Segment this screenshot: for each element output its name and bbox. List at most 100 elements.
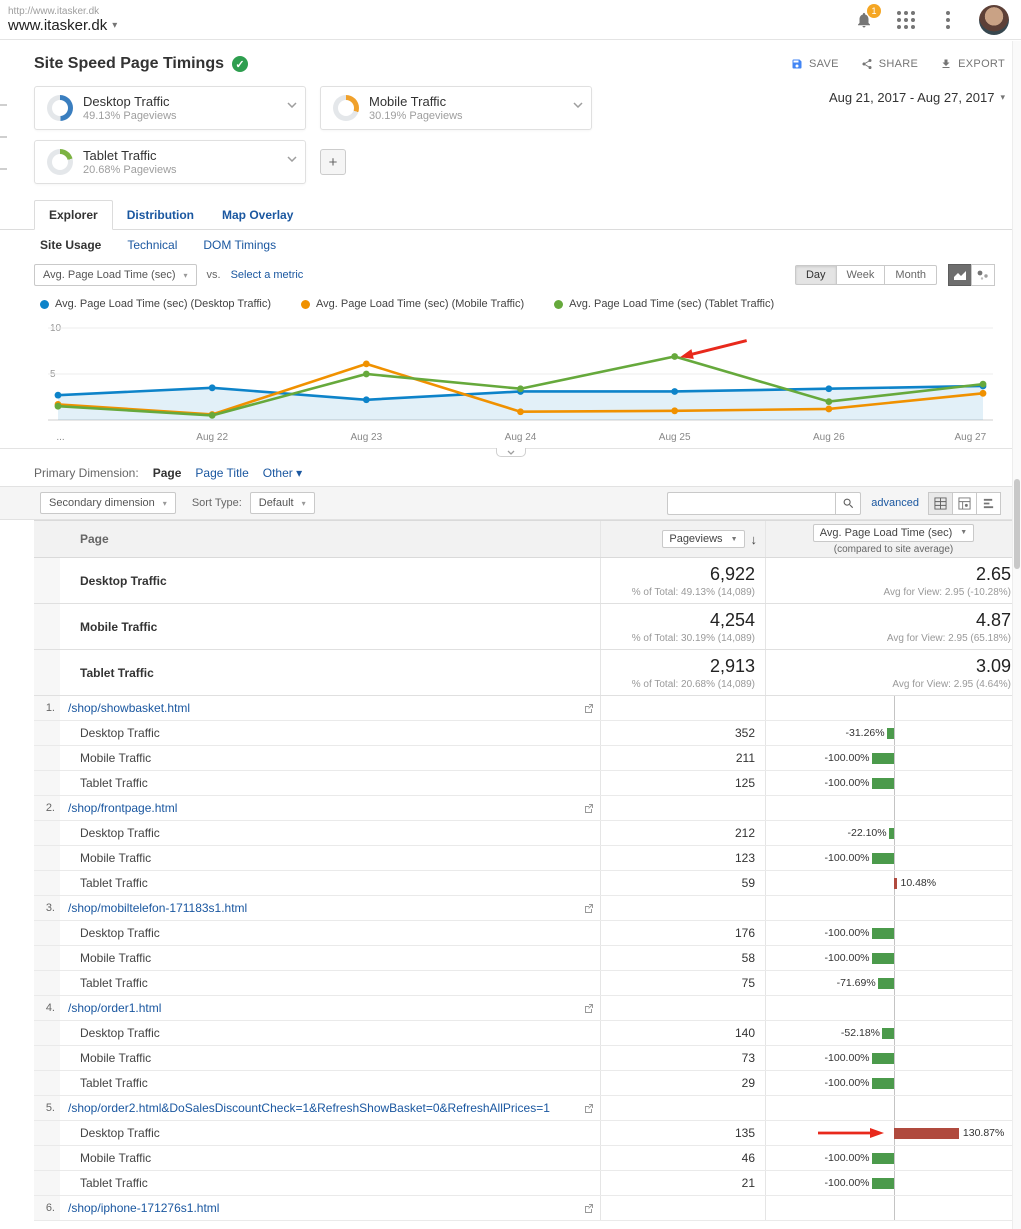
segment-sub-row: Mobile Traffic 73 -100.00% [34, 1046, 1021, 1071]
view-toggle-group [928, 491, 1001, 515]
granularity-day[interactable]: Day [794, 265, 837, 285]
chart-divider [0, 448, 1021, 458]
bar-axis [893, 696, 895, 720]
sort-type-label: Sort Type: [191, 497, 242, 509]
pageviews-column-select[interactable]: Pageviews ▼ [662, 530, 745, 548]
metric-select[interactable]: Avg. Page Load Time (sec) ▾ [34, 264, 197, 286]
page-link[interactable]: /shop/frontpage.html [68, 801, 178, 815]
segment-name: Mobile Traffic [369, 94, 447, 109]
search-button[interactable] [835, 491, 862, 515]
table-view-button[interactable] [928, 491, 953, 515]
pivot-view-icon [958, 496, 971, 510]
negative-bar [877, 977, 894, 989]
column-header-page[interactable]: Page [80, 532, 109, 546]
granularity-week[interactable]: Week [835, 265, 886, 285]
pageviews-cell: 125 [600, 771, 765, 795]
search-input[interactable] [667, 491, 836, 515]
scrollbar-thumb[interactable] [1014, 479, 1020, 569]
avatar[interactable] [979, 4, 1009, 35]
bell-icon [858, 12, 870, 27]
notifications-button[interactable]: 1 [853, 3, 881, 31]
add-segment-button[interactable]: + [320, 149, 346, 175]
overflow-menu-button[interactable] [937, 9, 959, 31]
comparison-view-button[interactable] [976, 491, 1001, 515]
x-axis-tick: Aug 27 [954, 432, 987, 443]
page-link[interactable]: /shop/iphone-171276s1.html [68, 1201, 220, 1215]
pageviews-cell: 176 [600, 921, 765, 945]
legend-item[interactable]: Avg. Page Load Time (sec) (Desktop Traff… [40, 298, 271, 310]
motion-chart-view-button[interactable] [971, 264, 995, 286]
granularity-month[interactable]: Month [884, 265, 937, 285]
segment-label: Mobile Traffic [80, 751, 152, 765]
subtab-site-usage[interactable]: Site Usage [40, 238, 102, 252]
collapse-graph-handle[interactable] [495, 448, 526, 457]
external-link-icon[interactable] [584, 903, 594, 913]
chevron-down-icon[interactable] [573, 95, 583, 113]
page-link[interactable]: /shop/showbasket.html [68, 701, 191, 715]
external-link-icon[interactable] [584, 1003, 594, 1013]
page-row: 4. /shop/order1.html [34, 996, 1021, 1021]
select-metric-link[interactable]: Select a metric [230, 269, 304, 281]
secondary-dimension-select[interactable]: Secondary dimension ▾ [40, 492, 176, 514]
percent-label: -100.00% [824, 777, 870, 789]
pivot-view-button[interactable] [952, 491, 977, 515]
segment-card-desktop[interactable]: Desktop Traffic 49.13% Pageviews [34, 86, 306, 130]
page-link[interactable]: /shop/mobiltelefon-171183s1.html [68, 901, 248, 915]
percent-label: -100.00% [824, 1177, 870, 1189]
export-button[interactable]: EXPORT [940, 58, 1005, 70]
dimension-page[interactable]: Page [152, 466, 182, 480]
apps-grid-icon [897, 10, 915, 29]
segment-name: Desktop Traffic [83, 94, 170, 109]
dimension-page-title[interactable]: Page Title [195, 466, 249, 480]
apps-grid-button[interactable] [895, 9, 917, 31]
external-link-icon[interactable] [584, 803, 594, 813]
segment-card-mobile[interactable]: Mobile Traffic 30.19% Pageviews [320, 86, 592, 130]
segment-label: Desktop Traffic [80, 573, 167, 588]
tab-explorer[interactable]: Explorer [34, 200, 113, 230]
legend-item[interactable]: Avg. Page Load Time (sec) (Tablet Traffi… [554, 298, 774, 310]
legend-item[interactable]: Avg. Page Load Time (sec) (Mobile Traffi… [301, 298, 524, 310]
external-link-icon[interactable] [584, 1103, 594, 1113]
page-row: 5. /shop/order2.html&DoSalesDiscountCheck… [34, 1096, 1021, 1121]
subtab-technical[interactable]: Technical [127, 238, 178, 252]
line-chart[interactable] [48, 320, 993, 432]
share-button[interactable]: SHARE [861, 58, 918, 70]
annotation-arrow [817, 1128, 884, 1138]
percent-label: -31.26% [845, 727, 885, 739]
percent-label: -100.00% [824, 952, 870, 964]
bar-axis [893, 1096, 895, 1120]
external-link-icon[interactable] [584, 1203, 594, 1213]
segment-label: Mobile Traffic [80, 951, 152, 965]
page-link[interactable]: /shop/order2.html&DoSalesDiscountCheck=1… [68, 1101, 550, 1115]
pageviews-subtext: % of Total: 49.13% (14,089) [631, 586, 755, 598]
dimension-other[interactable]: Other ▾ [262, 466, 303, 480]
segment-donut-icon [333, 95, 359, 121]
table-header: Page Pageviews ▼ ↓ Avg. Page Load Time (… [34, 520, 1021, 558]
chart-type-toggle [948, 264, 995, 286]
external-link-icon[interactable] [584, 703, 594, 713]
verified-check-icon: ✓ [231, 56, 248, 72]
subtab-dom-timings[interactable]: DOM Timings [203, 238, 277, 252]
save-button[interactable]: SAVE [791, 58, 839, 70]
date-range-selector[interactable]: Aug 21, 2017 - Aug 27, 2017 ▾ [828, 90, 1005, 105]
segment-label: Tablet Traffic [80, 1076, 148, 1090]
segment-card-tablet[interactable]: Tablet Traffic 20.68% Pageviews [34, 140, 306, 184]
segment-sub-row: Desktop Traffic 352 -31.26% [34, 721, 1021, 746]
scrollbar[interactable] [1012, 41, 1021, 1229]
metric-column-select[interactable]: Avg. Page Load Time (sec) ▼ [812, 523, 975, 542]
segment-label: Mobile Traffic [80, 1151, 152, 1165]
advanced-link[interactable]: advanced [871, 497, 919, 509]
bar-axis [893, 1071, 895, 1095]
sort-descending-icon[interactable]: ↓ [750, 531, 758, 547]
chevron-down-icon[interactable] [287, 149, 297, 167]
segment-sub-row: Mobile Traffic 58 -100.00% [34, 946, 1021, 971]
tab-map-overlay[interactable]: Map Overlay [222, 208, 294, 222]
pageviews-subtext: % of Total: 30.19% (14,089) [631, 632, 755, 644]
account-selector[interactable]: www.itasker.dk ▾ [8, 17, 117, 34]
sort-type-select[interactable]: Default ▾ [249, 492, 315, 514]
chevron-down-icon[interactable] [287, 95, 297, 113]
negative-bar [888, 827, 894, 839]
page-link[interactable]: /shop/order1.html [68, 1001, 162, 1015]
tab-distribution[interactable]: Distribution [126, 208, 195, 222]
line-chart-view-button[interactable] [948, 264, 972, 286]
